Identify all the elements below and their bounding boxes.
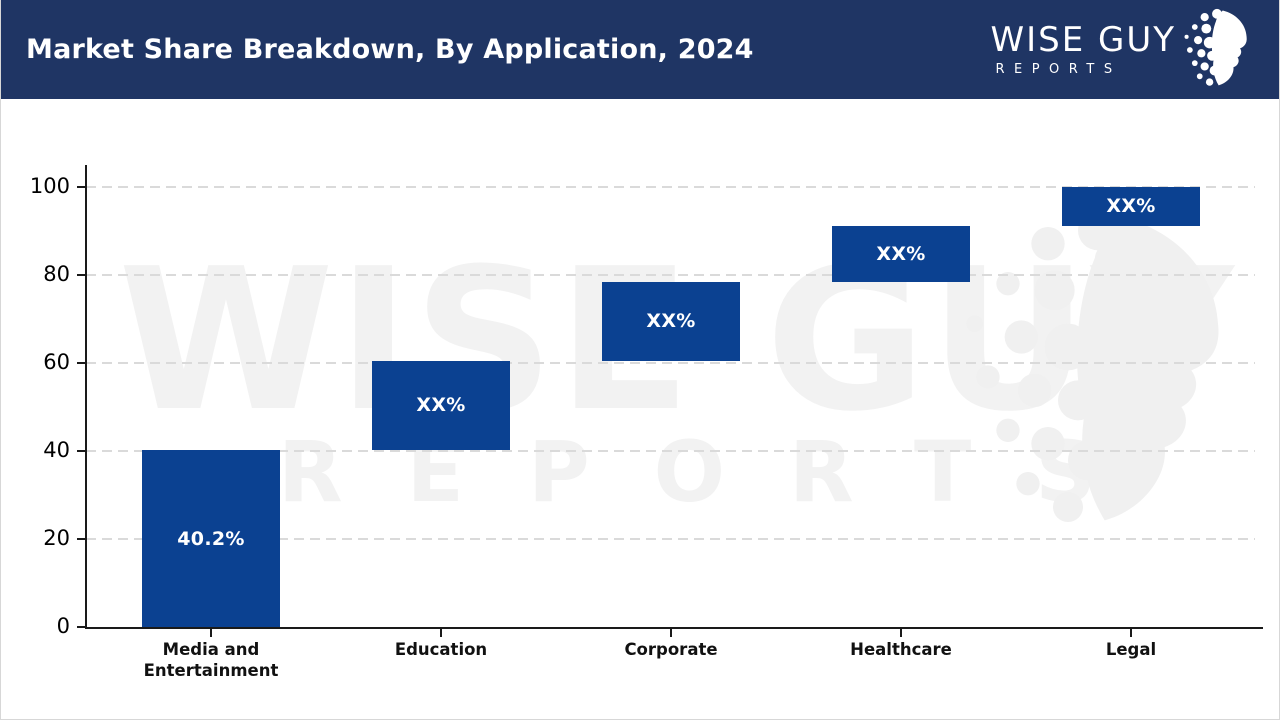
y-tick-mark-0 [77,626,85,628]
y-tick-label-0: 0 [56,614,70,638]
gridline-100 [86,186,1255,188]
header-bar: Market Share Breakdown, By Application, … [0,0,1280,99]
y-tick-label-60: 60 [43,350,70,374]
bar-value-label-corporate: XX% [646,310,696,333]
y-tick-label-80: 80 [43,262,70,286]
y-tick-mark-60 [77,362,85,364]
gridline-80 [86,274,1255,276]
bar-value-label-media-and-entertainment: 40.2% [177,527,245,550]
bar-corporate: XX% [602,281,740,361]
bar-healthcare: XX% [832,225,970,282]
bar-value-label-legal: XX% [1106,195,1156,218]
logo-wordmark: WISE GUY [990,19,1176,60]
x-category-label-media-and-entertainment: Media and Entertainment [143,640,279,680]
x-category-label-corporate: Corporate [624,640,718,659]
bar-education: XX% [372,360,510,451]
x-tick-mark-healthcare [900,629,902,637]
x-category-label-legal: Legal [1105,640,1157,659]
y-tick-mark-100 [77,186,85,188]
chart-area: WISE GUY REPORTS 0 20 40 60 80 100 40.2% Media … [0,99,1280,720]
logo-face-icon [1184,8,1247,86]
y-tick-label-20: 20 [43,526,70,550]
y-axis [85,165,87,629]
wise-guy-reports-logo: WISE GUY REPORTS [990,8,1254,92]
logo-subtitle: REPORTS [995,61,1122,77]
y-tick-mark-80 [77,274,85,276]
logo-text: WISE GUY REPORTS [990,23,1176,77]
x-category-label-education: Education [394,640,488,659]
bar-value-label-healthcare: XX% [876,242,926,265]
bar-media-and-entertainment: 40.2% [142,450,280,627]
x-category-label-healthcare: Healthcare [850,640,952,659]
y-tick-mark-40 [77,450,85,452]
x-tick-mark-media-and-entertainment [210,629,212,637]
bar-value-label-education: XX% [416,394,466,417]
y-tick-label-100: 100 [29,174,70,198]
page-title: Market Share Breakdown, By Application, … [26,34,754,65]
x-axis [85,627,1263,629]
x-tick-mark-education [440,629,442,637]
gridline-60 [86,362,1255,364]
gridline-40 [86,450,1255,452]
y-tick-label-40: 40 [43,438,70,462]
x-tick-mark-corporate [670,629,672,637]
watermark-face-icon [966,210,1219,522]
bar-legal: XX% [1062,187,1200,226]
gridline-20 [86,538,1255,540]
x-tick-mark-legal [1130,629,1132,637]
y-tick-mark-20 [77,538,85,540]
